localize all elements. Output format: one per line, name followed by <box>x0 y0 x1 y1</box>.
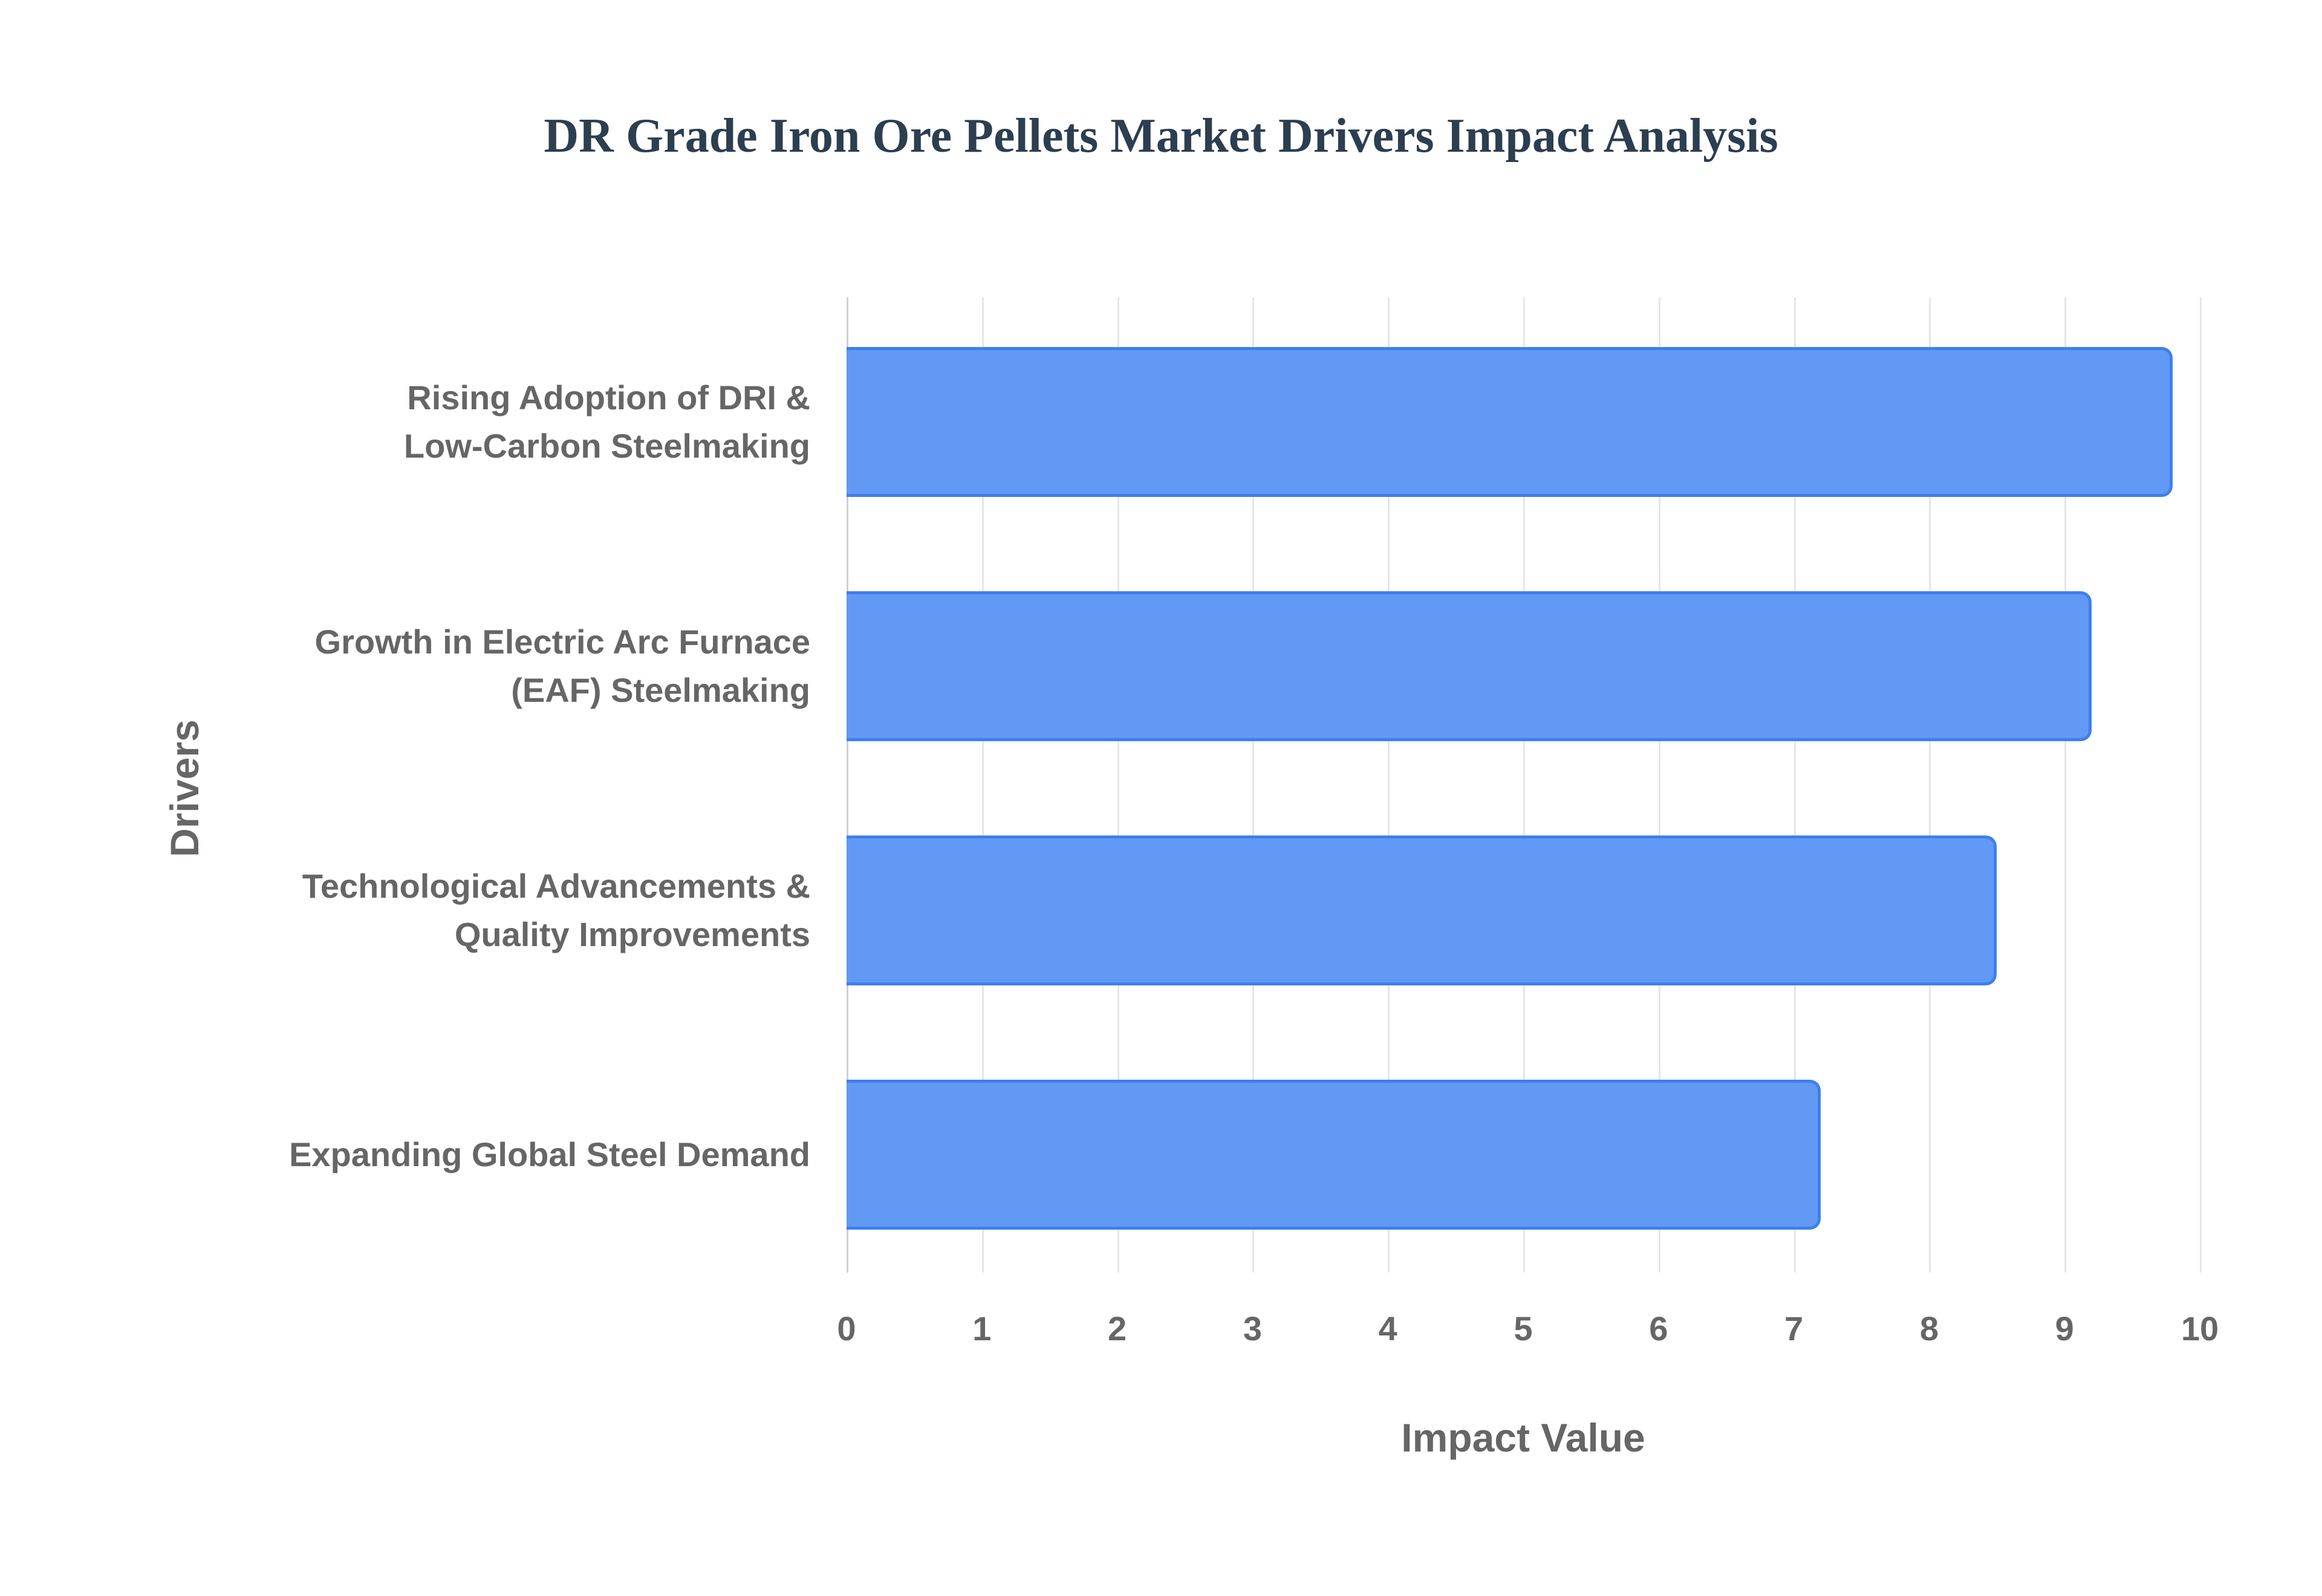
gridline <box>2200 297 2202 1273</box>
x-tick-label: 10 <box>2181 1309 2219 1348</box>
plot-area <box>847 297 2202 1273</box>
x-tick-label: 8 <box>1919 1309 1939 1348</box>
gridline <box>1117 297 1119 1273</box>
gridline <box>2064 297 2067 1273</box>
y-tick-label: Rising Adoption of DRI & Low-Carbon Steel… <box>403 378 810 465</box>
gridline <box>1794 297 1796 1273</box>
x-tick-label: 7 <box>1784 1309 1804 1348</box>
x-tick-label: 0 <box>837 1309 856 1348</box>
gridline <box>1388 297 1390 1273</box>
y-axis-label: Drivers <box>162 719 207 857</box>
gridline <box>981 297 984 1273</box>
x-axis-label: Impact Value <box>1401 1415 1645 1460</box>
gridline <box>1523 297 1525 1273</box>
gridline <box>1929 297 1931 1273</box>
x-tick-label: 6 <box>1649 1309 1668 1348</box>
y-tick-label: Expanding Global Steel Demand <box>289 1135 810 1173</box>
bar[interactable] <box>847 591 2092 741</box>
chart-title: DR Grade Iron Ore Pellets Market Drivers… <box>544 109 1778 163</box>
x-tick-label: 9 <box>2055 1309 2074 1348</box>
x-tick-label: 4 <box>1378 1309 1397 1348</box>
y-tick-label: Growth in Electric Arc Furnace (EAF) Stee… <box>314 623 810 709</box>
gridline <box>1252 297 1255 1273</box>
y-axis-line <box>847 297 848 1273</box>
bar[interactable] <box>847 347 2173 497</box>
gridline <box>1658 297 1660 1273</box>
x-tick-label: 5 <box>1514 1309 1533 1348</box>
x-tick-label: 3 <box>1243 1309 1262 1348</box>
x-tick-label: 2 <box>1108 1309 1127 1348</box>
x-tick-label: 1 <box>972 1309 992 1348</box>
y-tick-label: Technological Advancements & Quality Impr… <box>302 867 810 953</box>
bar[interactable] <box>847 1080 1821 1230</box>
bar[interactable] <box>847 835 1997 985</box>
